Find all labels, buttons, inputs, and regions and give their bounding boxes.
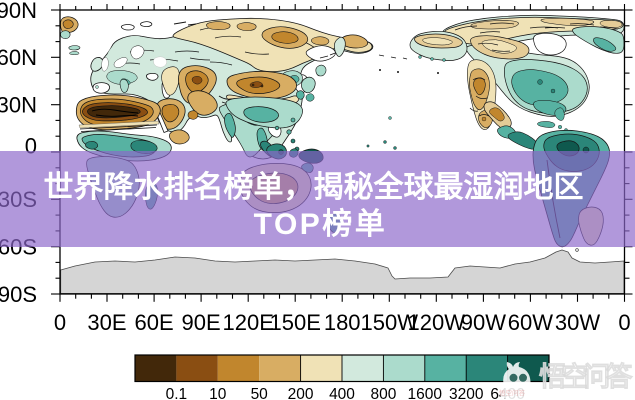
svg-text:3200: 3200	[449, 386, 484, 400]
svg-text:90W: 90W	[461, 310, 506, 335]
svg-text:0: 0	[54, 310, 66, 335]
svg-text:400: 400	[329, 386, 355, 400]
svg-text:800: 800	[370, 386, 396, 400]
svg-text:120E: 120E	[223, 310, 274, 335]
svg-text:悟空问答: 悟空问答	[499, 388, 526, 397]
svg-text:120W: 120W	[408, 310, 466, 335]
svg-text:1600: 1600	[408, 386, 443, 400]
svg-text:50: 50	[251, 386, 269, 400]
svg-text:30W: 30W	[555, 310, 600, 335]
svg-text:60N: 60N	[0, 45, 37, 70]
svg-text:90N: 90N	[0, 0, 37, 23]
svg-text:悟空问答: 悟空问答	[539, 361, 634, 392]
svg-text:60E: 60E	[135, 310, 174, 335]
svg-text:0: 0	[618, 310, 630, 335]
svg-text:90S: 90S	[0, 282, 37, 307]
svg-text:200: 200	[288, 386, 314, 400]
svg-text:30N: 30N	[0, 93, 37, 118]
svg-text:90E: 90E	[182, 310, 221, 335]
svg-text:180: 180	[324, 310, 361, 335]
svg-text:150W: 150W	[361, 310, 419, 335]
svg-text:10: 10	[209, 386, 227, 400]
svg-text:150E: 150E	[270, 310, 321, 335]
svg-text:30E: 30E	[87, 310, 126, 335]
svg-text:0.1: 0.1	[166, 386, 188, 400]
svg-text:60W: 60W	[508, 310, 553, 335]
